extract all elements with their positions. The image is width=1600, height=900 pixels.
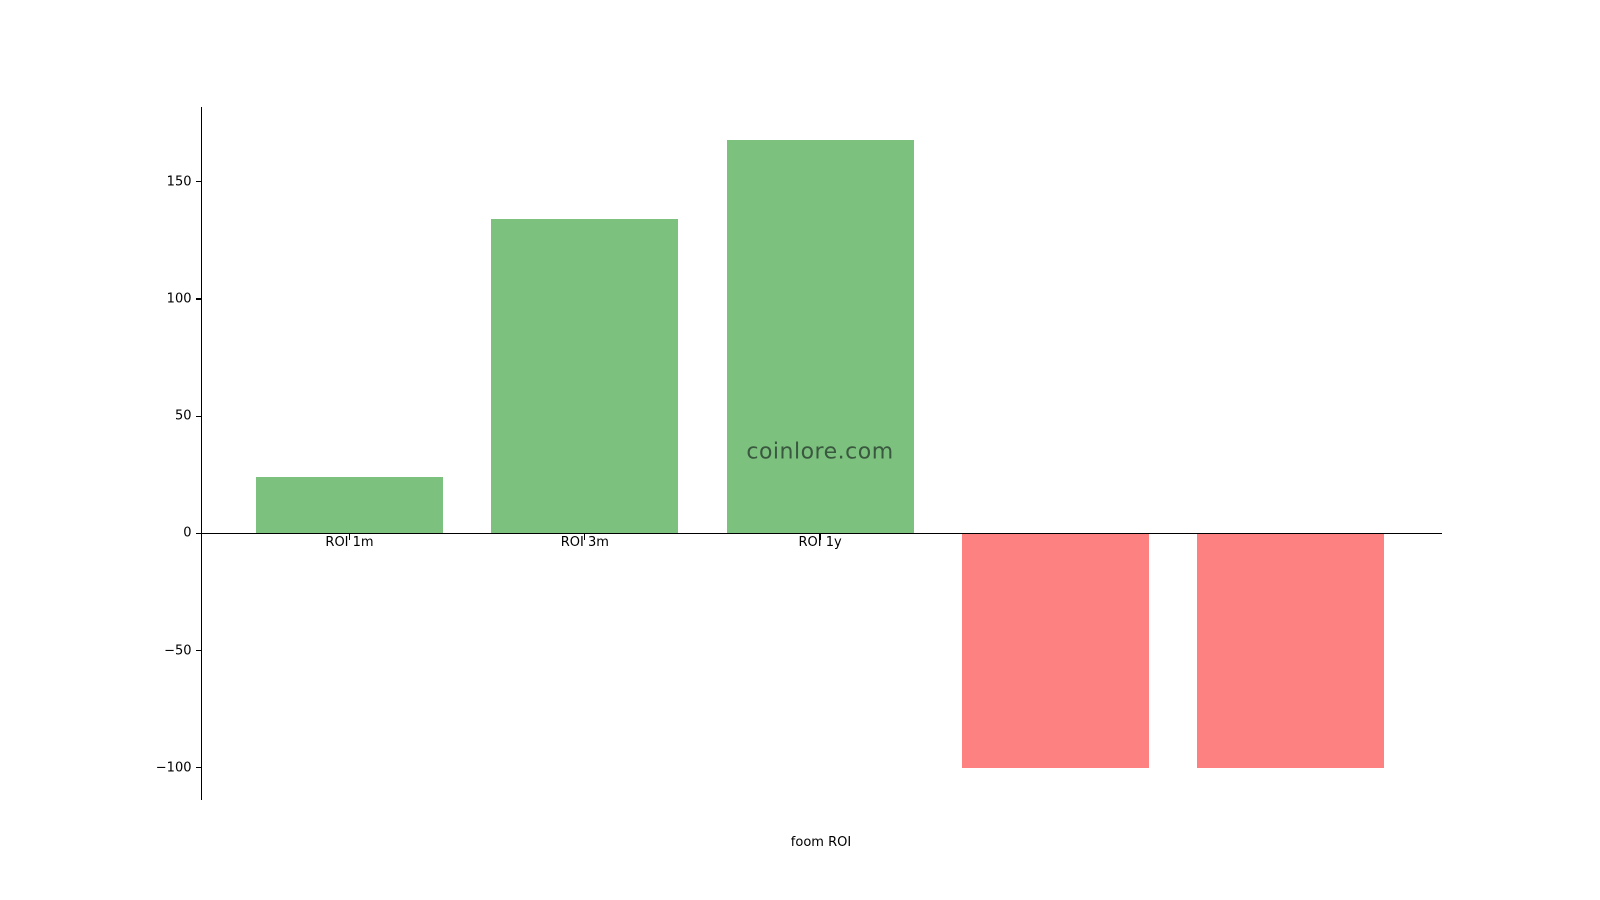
y-tick-mark: [195, 415, 201, 417]
y-tick-label: −50: [164, 643, 192, 659]
bar-roi-1m: [256, 477, 443, 534]
x-tick-mark: [348, 533, 351, 541]
x-tick-mark: [819, 533, 821, 541]
y-tick-label: 100: [166, 291, 192, 307]
y-tick-label: −100: [155, 760, 192, 776]
y-tick-mark: [195, 767, 201, 769]
x-tick-label: ROI 1y: [798, 534, 842, 550]
y-tick-label: 150: [166, 174, 192, 190]
y-tick-mark: [195, 298, 201, 300]
bar-unlabeled-4: [961, 534, 1149, 769]
y-tick-label: 50: [174, 408, 192, 424]
x-axis-zero-line: [201, 532, 1442, 535]
watermark-text: coinlore.com: [746, 439, 894, 465]
x-tick-mark: [584, 533, 586, 541]
bar-unlabeled-5: [1197, 534, 1385, 769]
y-tick-mark: [195, 181, 201, 183]
x-tick-label: ROI 1m: [325, 534, 374, 550]
x-axis-title: foom ROI: [790, 835, 852, 850]
y-tick-mark: [195, 649, 201, 652]
y-tick-label: 0: [183, 525, 192, 541]
bar-roi-3m: [491, 219, 679, 534]
y-axis-line: [201, 107, 203, 800]
x-tick-label: ROI 3m: [560, 534, 609, 550]
y-tick-mark: [195, 532, 201, 535]
bar-roi-1y: [726, 139, 914, 534]
